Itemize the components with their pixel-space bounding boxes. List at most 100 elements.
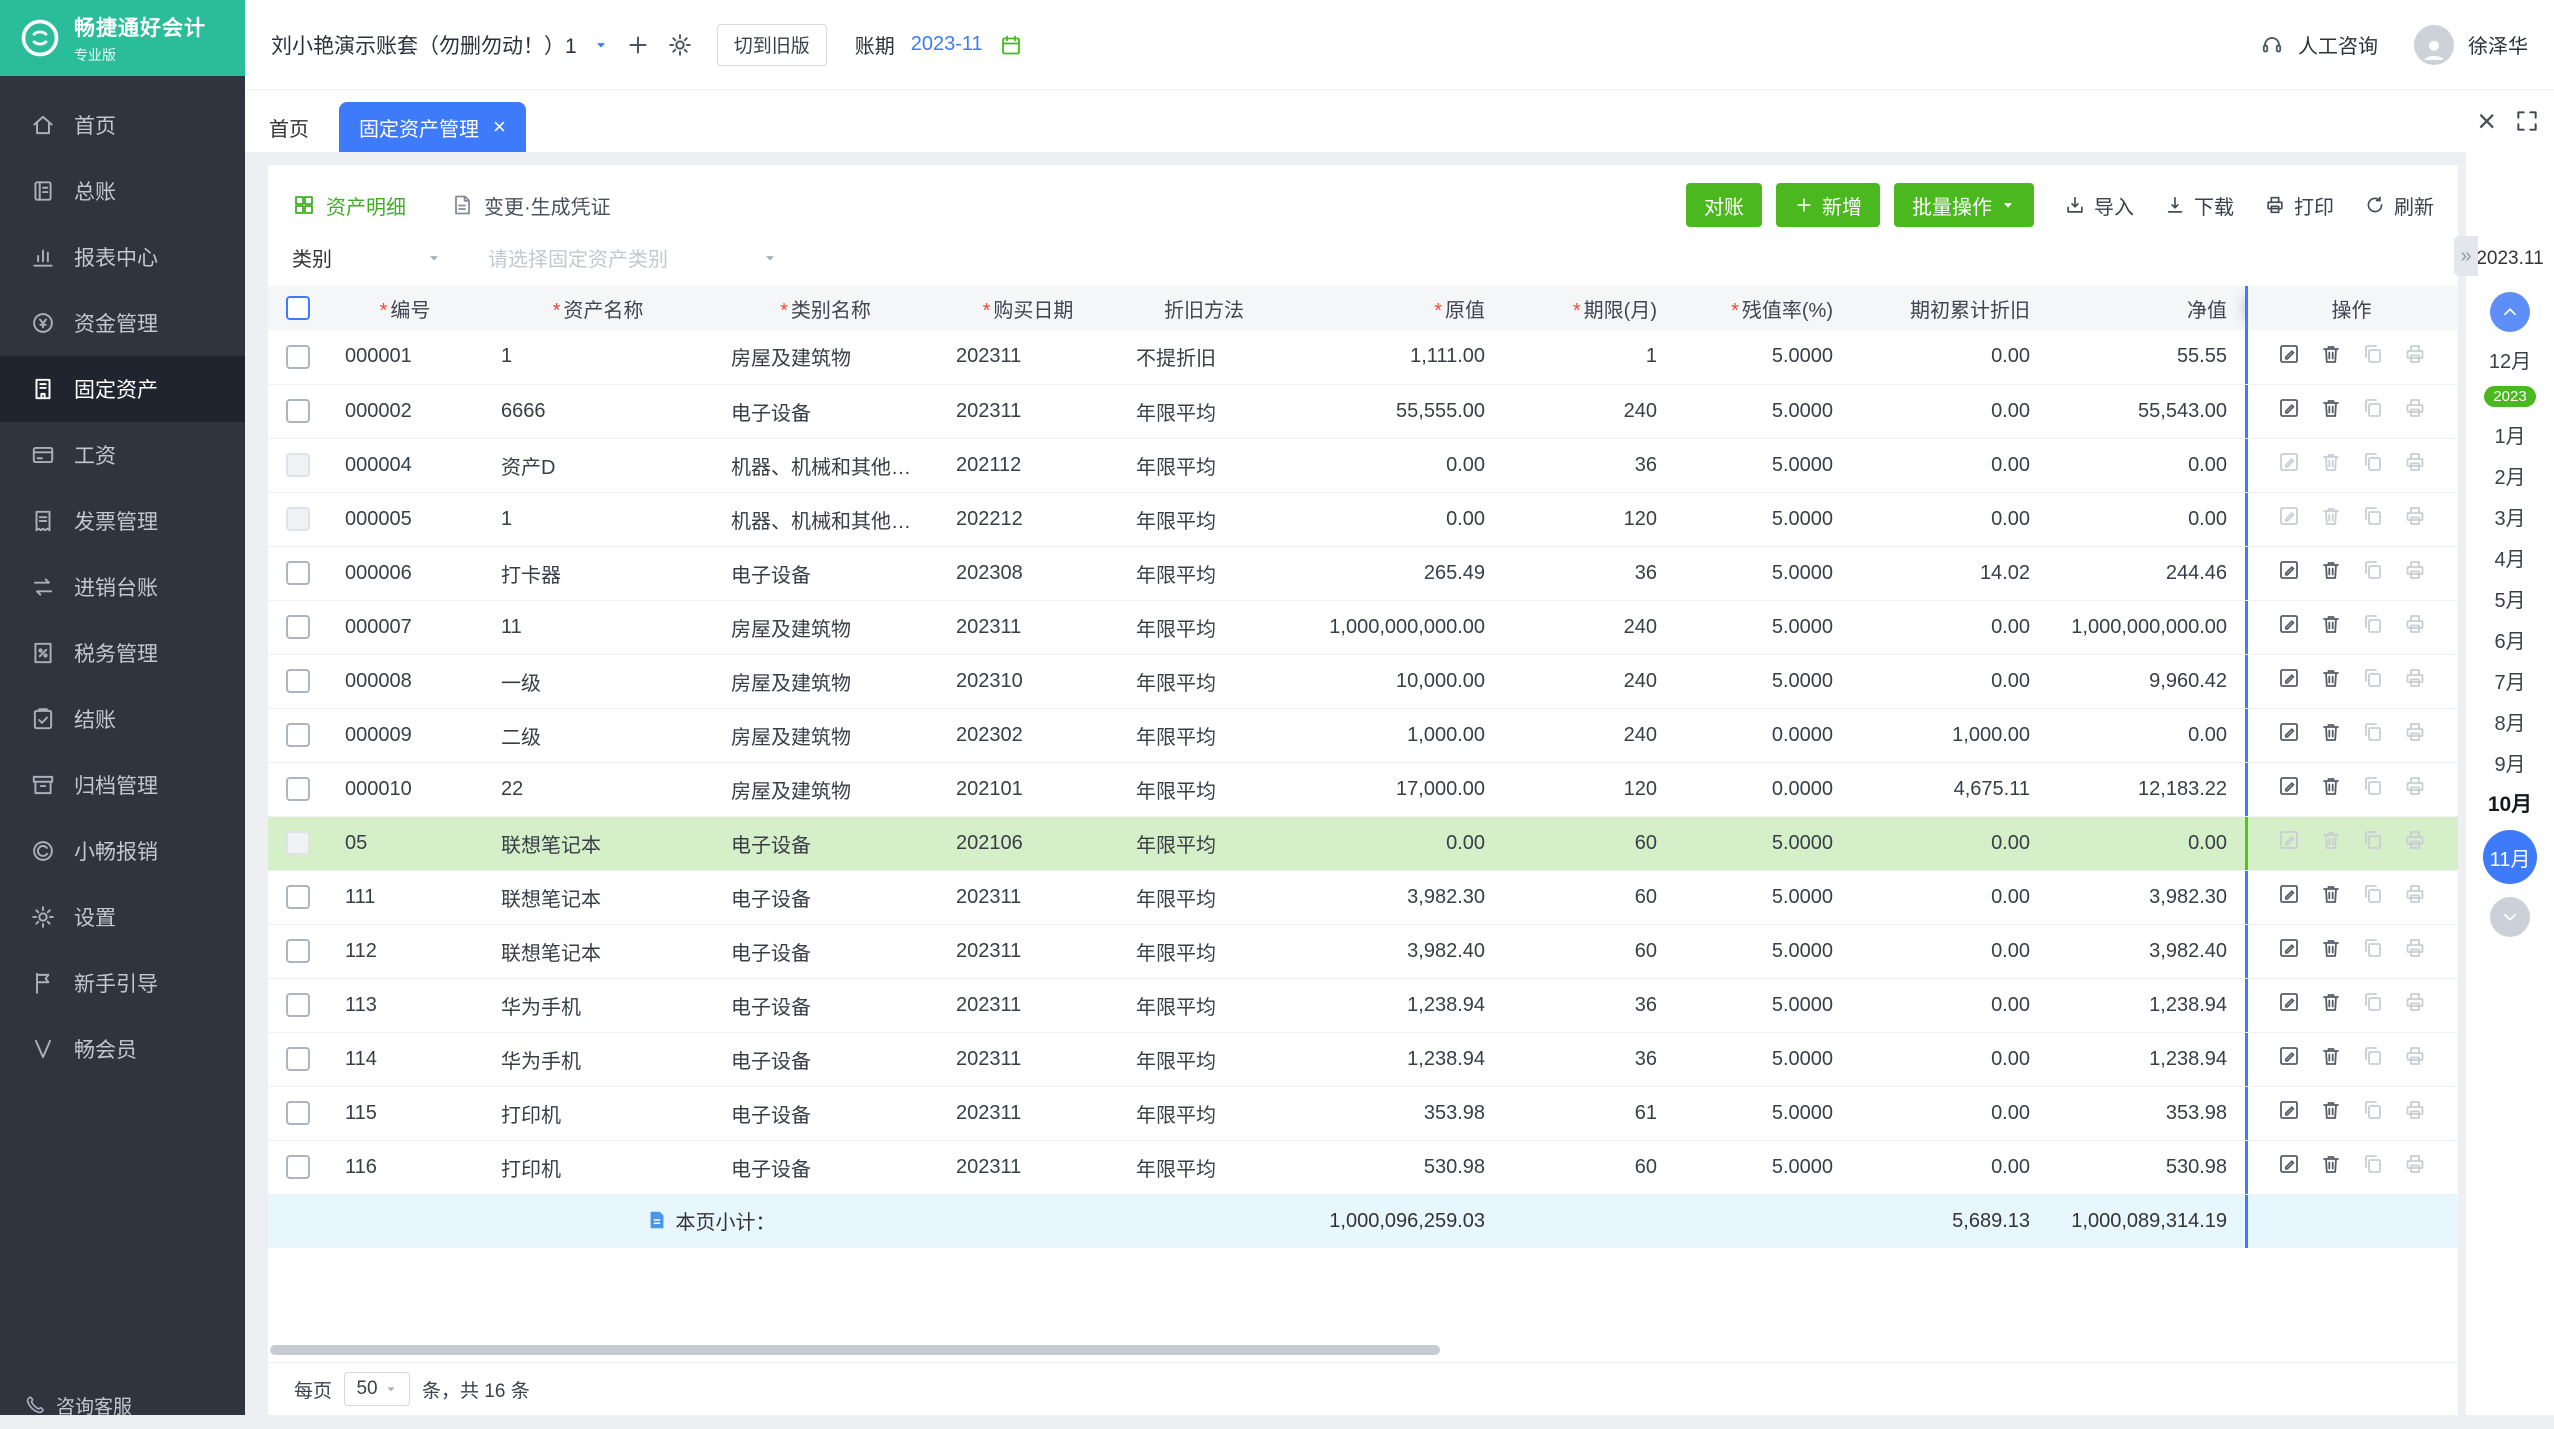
trash-icon[interactable] [2319,1098,2343,1122]
edit-icon[interactable] [2277,612,2301,636]
sidebar-item-salary[interactable]: 工资 [0,422,245,488]
edit-icon[interactable] [2277,1044,2301,1068]
table-row[interactable]: 000009 二级 房屋及建筑物 202302 年限平均 1,000.00 240 0.000… [268,708,2458,763]
table-row[interactable]: 000010 22 房屋及建筑物 202101 年限平均 17,000.00 120 0.00… [268,762,2458,817]
row-checkbox[interactable] [268,600,327,655]
table-row[interactable]: 000005 1 机器、机械和其他生... 202212 年限平均 0.00 120 5.00… [268,492,2458,547]
table-row[interactable]: 000008 一级 房屋及建筑物 202310 年限平均 10,000.00 240 5.00… [268,654,2458,709]
period-value[interactable]: 2023-11 [910,33,983,55]
page-size-select[interactable]: 50 [344,1372,411,1406]
column-header-months[interactable]: * 期限(月) [1503,286,1675,330]
sidebar-item-invoice[interactable]: 发票管理 [0,488,245,554]
account-chevron-down-icon[interactable] [593,37,609,53]
edit-icon[interactable] [2277,720,2301,744]
fullscreen-icon[interactable] [2514,108,2540,134]
trash-icon[interactable] [2319,882,2343,906]
table-row[interactable]: 000001 1 房屋及建筑物 202311 不提折旧 1,111.00 1 5.0000 0.… [268,330,2458,385]
row-checkbox[interactable] [268,1140,327,1195]
column-header-buy_date[interactable]: * 购买日期 [938,286,1118,330]
account-set-name[interactable]: 刘小艳演示账套（勿删勿动！）1 [271,34,577,58]
close-page-icon[interactable]: × [2477,103,2496,139]
category-value-select[interactable]: 请选择固定资产类别 [488,243,778,272]
edit-icon[interactable] [2277,990,2301,1014]
edit-icon[interactable] [2277,882,2301,906]
month-item-7月[interactable]: 7月 [2494,671,2526,694]
row-checkbox[interactable] [268,1032,327,1087]
month-item-2月[interactable]: 2月 [2494,466,2526,489]
sidebar-item-home[interactable]: 首页 [0,92,245,158]
row-checkbox[interactable] [268,654,327,709]
column-header-original[interactable]: * 原值 [1290,286,1503,330]
table-row[interactable]: 111 联想笔记本 电子设备 202311 年限平均 3,982.30 60 5.0000 0.… [268,870,2458,925]
table-row[interactable]: 000006 打卡器 电子设备 202308 年限平均 265.49 36 5.0000 14.… [268,546,2458,601]
trash-icon[interactable] [2319,666,2343,690]
month-item-12月[interactable]: 12月 [2488,350,2532,373]
row-checkbox[interactable] [268,1086,327,1141]
import-button[interactable]: 导入 [2064,191,2134,220]
collapse-panel-handle[interactable]: » [2454,236,2478,276]
trash-icon[interactable] [2319,936,2343,960]
sidebar-item-member[interactable]: 畅会员 [0,1016,245,1082]
edit-icon[interactable] [2277,342,2301,366]
table-row[interactable]: 113 华为手机 电子设备 202311 年限平均 1,238.94 36 5.0000 0.0… [268,978,2458,1033]
calendar-icon[interactable] [999,33,1023,57]
category-select[interactable]: 类别 [292,243,442,272]
user-avatar[interactable] [2414,24,2454,65]
refresh-button[interactable]: 刷新 [2364,191,2434,220]
month-item-8月[interactable]: 8月 [2494,712,2526,735]
gear-icon[interactable] [667,32,693,58]
row-checkbox[interactable] [268,762,327,817]
table-row[interactable]: 000002 6666 电子设备 202311 年限平均 55,555.00 240 5.00… [268,384,2458,439]
column-header-method[interactable]: 折旧方法 [1118,286,1290,330]
table-row[interactable]: 000007 11 房屋及建筑物 202311 年限平均 1,000,000,000.00… [268,600,2458,655]
user-name[interactable]: 徐泽华 [2468,36,2528,58]
row-checkbox[interactable] [268,330,327,385]
row-checkbox[interactable] [268,924,327,979]
row-checkbox[interactable] [268,978,327,1033]
trash-icon[interactable] [2319,720,2343,744]
edit-icon[interactable] [2277,396,2301,420]
month-item-9月[interactable]: 9月 [2494,753,2526,776]
select-all-checkbox[interactable] [268,286,327,330]
trash-icon[interactable] [2319,342,2343,366]
column-header-category[interactable]: * 类别名称 [713,286,938,330]
sidebar-item-tax[interactable]: 税务管理 [0,620,245,686]
column-header-name[interactable]: * 资产名称 [483,286,713,330]
column-header-init_dep[interactable]: 期初累计折旧 [1851,286,2048,330]
row-checkbox[interactable] [268,384,327,439]
edit-icon[interactable] [2277,1152,2301,1176]
trash-icon[interactable] [2319,1044,2343,1068]
column-header-residual[interactable]: * 残值率(%) [1675,286,1851,330]
table-row[interactable]: 112 联想笔记本 电子设备 202311 年限平均 3,982.40 60 5.0000 0.… [268,924,2458,979]
trash-icon[interactable] [2319,774,2343,798]
sidebar-footer-support[interactable]: 咨询客服 [0,1381,132,1429]
edit-icon[interactable] [2277,774,2301,798]
sidebar-item-closing[interactable]: 结账 [0,686,245,752]
tab-close-icon[interactable]: × [493,114,506,139]
batch-ops-button[interactable]: 批量操作 [1894,183,2034,227]
add-icon[interactable] [625,32,651,58]
table-row[interactable]: 115 打印机 电子设备 202311 年限平均 353.98 61 5.0000 0.00 35… [268,1086,2458,1141]
switch-old-version-button[interactable]: 切到旧版 [716,23,827,66]
calendar-scroll-down[interactable] [2490,897,2530,937]
tab-fixed-assets[interactable]: 固定资产管理 × [339,102,526,152]
month-item-4月[interactable]: 4月 [2494,548,2526,571]
row-checkbox[interactable] [268,708,327,763]
horizontal-scrollbar[interactable] [270,1345,1440,1355]
table-row[interactable]: 05 联想笔记本 电子设备 202106 年限平均 0.00 60 5.0000 0.00 0.0… [268,816,2458,871]
sidebar-item-asset[interactable]: 固定资产 [0,356,245,422]
download-button[interactable]: 下载 [2164,191,2234,220]
sidebar-item-archive[interactable]: 归档管理 [0,752,245,818]
table-row[interactable]: 116 打印机 电子设备 202311 年限平均 530.98 60 5.0000 0.00 53… [268,1140,2458,1195]
trash-icon[interactable] [2319,1152,2343,1176]
edit-icon[interactable] [2277,558,2301,582]
trash-icon[interactable] [2319,396,2343,420]
month-item-10月[interactable]: 10月 [2487,793,2533,816]
add-new-button[interactable]: 新增 [1776,183,1880,227]
sidebar-item-report[interactable]: 报表中心 [0,224,245,290]
table-row[interactable]: 000004 资产D 机器、机械和其他生... 202112 年限平均 0.00 36 5.0… [268,438,2458,493]
edit-icon[interactable] [2277,936,2301,960]
month-item-5月[interactable]: 5月 [2494,589,2526,612]
tab-home[interactable]: 首页 [269,113,309,142]
month-item-11月[interactable]: 11月 [2483,830,2537,884]
